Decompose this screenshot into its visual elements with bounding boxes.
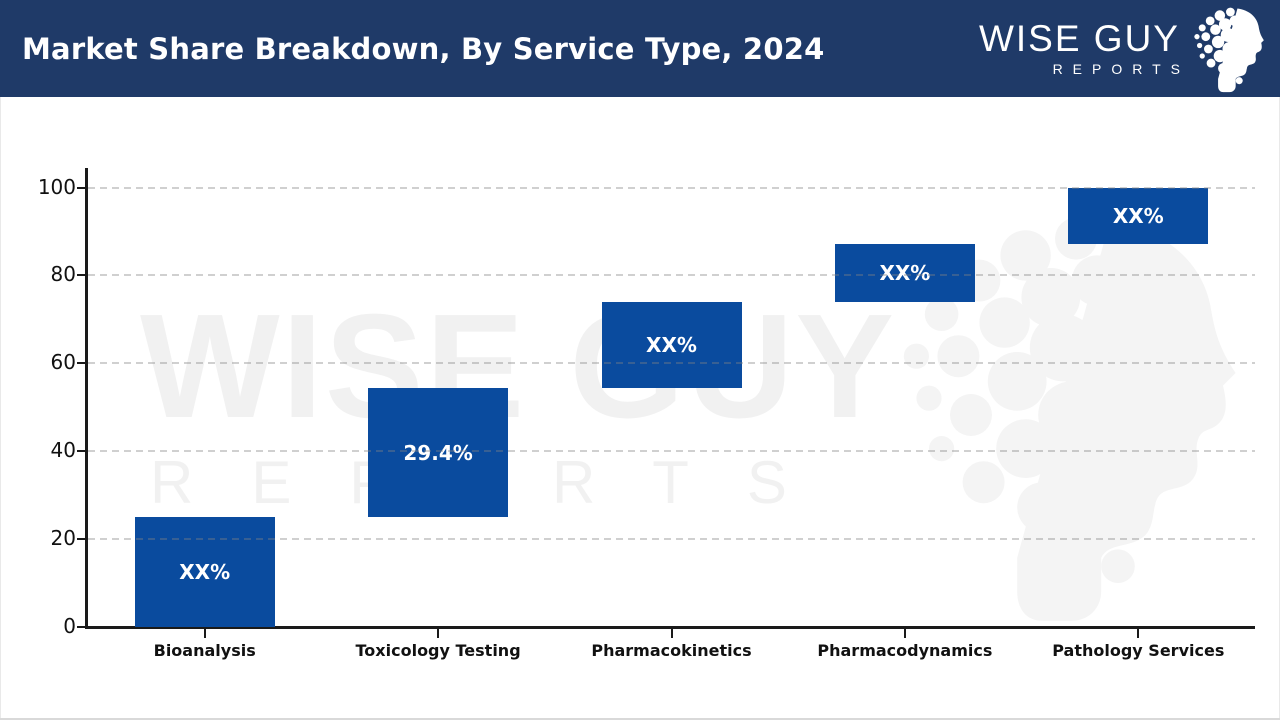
gridline bbox=[88, 274, 1255, 277]
page-title: Market Share Breakdown, By Service Type,… bbox=[22, 31, 825, 66]
left-edge-line bbox=[0, 97, 1, 720]
y-tick bbox=[77, 538, 85, 541]
y-tick-label: 100 bbox=[37, 174, 76, 199]
y-tick bbox=[77, 450, 85, 453]
x-tick bbox=[437, 629, 440, 638]
y-tick bbox=[77, 626, 85, 628]
x-category-label: Pathology Services bbox=[1052, 641, 1225, 660]
dotted-head-logo-icon bbox=[1186, 5, 1266, 93]
brand-logo-text: WISE GUY REPORTS bbox=[979, 20, 1180, 77]
x-tick bbox=[903, 629, 906, 638]
gridline bbox=[88, 362, 1255, 365]
brand-name: WISE GUY bbox=[978, 18, 1180, 59]
y-tick-label: 40 bbox=[50, 438, 76, 463]
bar-value-label: XX% bbox=[646, 332, 697, 357]
y-tick bbox=[77, 362, 85, 365]
brand-tagline: REPORTS bbox=[1052, 61, 1190, 77]
bar-value-label: XX% bbox=[879, 260, 931, 285]
x-category-label: Pharmacokinetics bbox=[591, 641, 752, 660]
bar-pharmacodynamics: XX% bbox=[834, 243, 975, 302]
x-tick bbox=[670, 629, 673, 638]
x-category-label: Toxicology Testing bbox=[355, 641, 521, 660]
y-tick-label: 80 bbox=[50, 262, 76, 287]
x-axis bbox=[85, 626, 1255, 629]
y-tick-label: 20 bbox=[50, 526, 76, 551]
y-tick bbox=[77, 274, 85, 277]
y-tick-label: 0 bbox=[63, 614, 76, 638]
bar-pharmacokinetics: XX% bbox=[601, 301, 742, 388]
gridline bbox=[88, 538, 1255, 541]
y-tick bbox=[77, 186, 85, 189]
watermark-brand-name: WISE GUY bbox=[140, 284, 897, 449]
brand-logo: WISE GUY REPORTS bbox=[979, 5, 1280, 93]
y-tick-label: 60 bbox=[50, 350, 76, 375]
bar-bioanalysis: XX% bbox=[134, 517, 275, 627]
bar-toxicology-testing: 29.4% bbox=[368, 387, 509, 518]
header-bar: Market Share Breakdown, By Service Type,… bbox=[0, 0, 1280, 97]
y-axis bbox=[85, 168, 88, 629]
bar-value-label: XX% bbox=[179, 560, 231, 585]
gridline bbox=[88, 186, 1255, 189]
gridline bbox=[88, 450, 1255, 453]
x-category-label: Bioanalysis bbox=[153, 641, 256, 660]
bar-pathology-services: XX% bbox=[1068, 187, 1209, 244]
bottom-border bbox=[0, 718, 1280, 720]
bar-value-label: XX% bbox=[1112, 203, 1164, 228]
x-tick bbox=[203, 629, 206, 638]
x-tick bbox=[1137, 629, 1140, 638]
bar-value-label: 29.4% bbox=[403, 440, 473, 465]
x-category-label: Pharmacodynamics bbox=[817, 641, 993, 660]
